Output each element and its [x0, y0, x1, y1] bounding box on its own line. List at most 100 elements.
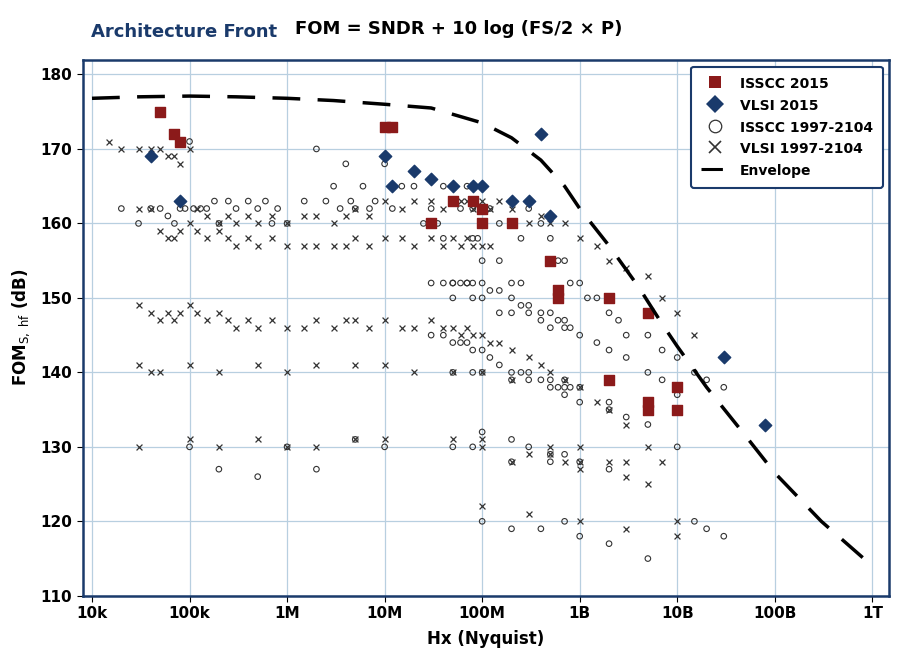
Point [522, 196, 536, 207]
Point [602, 457, 616, 467]
Point [465, 203, 480, 214]
Point [228, 322, 243, 333]
Point [172, 136, 187, 147]
Point [385, 203, 400, 214]
Point [271, 203, 285, 214]
Point [465, 345, 480, 355]
Point [470, 233, 485, 244]
Point [453, 330, 468, 340]
Point [153, 203, 168, 214]
Point [504, 293, 519, 303]
Point [558, 375, 572, 385]
Point [394, 322, 409, 333]
Point [186, 203, 201, 214]
Point [534, 211, 548, 221]
Point [333, 203, 348, 214]
Point [265, 211, 280, 221]
Point [153, 226, 168, 236]
Point [167, 129, 182, 140]
Point [475, 203, 490, 214]
Point [758, 419, 773, 430]
Point [602, 397, 616, 408]
Point [465, 203, 480, 214]
Point [543, 256, 558, 266]
Point [522, 308, 536, 318]
Point [670, 382, 685, 393]
Point [534, 524, 548, 534]
Point [297, 322, 312, 333]
Point [563, 322, 578, 333]
Point [522, 218, 536, 229]
Point [182, 434, 197, 445]
Point [543, 211, 558, 221]
Point [482, 285, 497, 296]
Point [172, 159, 187, 169]
Point [619, 457, 634, 467]
Point [655, 457, 669, 467]
Point [143, 203, 158, 214]
Point [572, 382, 587, 393]
Point [182, 144, 197, 154]
Point [475, 293, 490, 303]
Point [482, 203, 497, 214]
Point [534, 129, 548, 140]
Point [522, 449, 536, 459]
Point [394, 233, 409, 244]
Point [700, 375, 714, 385]
Point [199, 203, 214, 214]
Point [228, 218, 243, 229]
Point [504, 203, 519, 214]
Point [280, 367, 294, 378]
Point [153, 367, 168, 378]
Point [178, 203, 193, 214]
Point [522, 442, 536, 452]
Point [641, 553, 656, 564]
Point [641, 397, 656, 408]
Point [602, 538, 616, 549]
Point [424, 278, 438, 289]
Point [551, 315, 566, 326]
Point [131, 300, 146, 310]
Point [406, 196, 421, 207]
Point [514, 278, 528, 289]
Point [250, 434, 265, 445]
Point [465, 240, 480, 251]
Point [212, 218, 226, 229]
Point [572, 233, 587, 244]
Point [424, 315, 438, 326]
Point [590, 240, 604, 251]
Point [131, 144, 146, 154]
Point [199, 315, 214, 326]
Point [641, 404, 656, 415]
Point [143, 203, 158, 214]
Point [655, 345, 669, 355]
Point [172, 196, 187, 207]
Point [221, 315, 236, 326]
Point [492, 218, 507, 229]
Point [619, 524, 634, 534]
Point [446, 338, 460, 348]
Point [551, 285, 566, 296]
Point [280, 218, 294, 229]
Point [492, 196, 507, 207]
Point [602, 404, 616, 415]
Point [534, 308, 548, 318]
Point [309, 240, 324, 251]
Point [590, 397, 604, 408]
Point [182, 442, 197, 452]
Point [504, 375, 519, 385]
Point [212, 367, 226, 378]
Point [212, 218, 226, 229]
Point [504, 457, 519, 467]
Point [228, 240, 243, 251]
Point [436, 203, 450, 214]
Point [514, 367, 528, 378]
Point [459, 322, 474, 333]
Point [377, 151, 392, 162]
Point [716, 352, 731, 363]
Point [424, 233, 438, 244]
Point [212, 226, 226, 236]
Point [572, 464, 587, 475]
Point [558, 322, 572, 333]
Point [543, 449, 558, 459]
